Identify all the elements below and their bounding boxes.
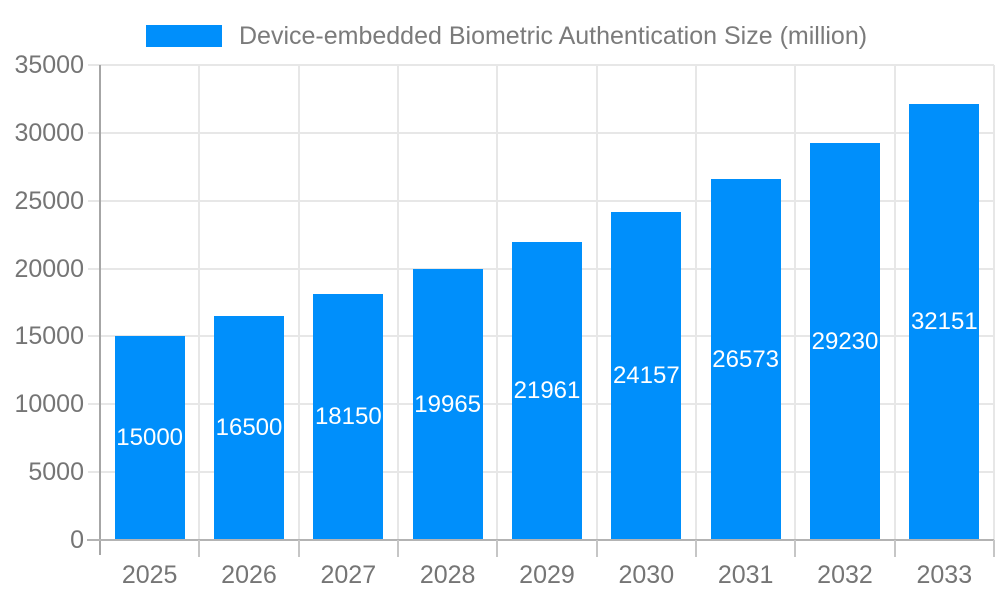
x-tick [794,540,797,557]
x-tick [993,540,995,557]
bar-value-label: 24157 [612,362,680,390]
y-axis-line [99,65,101,555]
bar[interactable]: 19965 [412,269,483,540]
bar[interactable]: 24157 [611,212,682,540]
bar[interactable]: 16500 [214,316,284,540]
y-tick-label: 5000 [28,458,84,487]
x-tick-label: 2033 [916,561,973,589]
v-gridline [794,65,797,540]
bar[interactable]: 29230 [810,143,880,540]
y-tick-label: 30000 [14,118,84,147]
x-tick-label: 2028 [419,561,476,589]
x-tick-label: 2025 [121,561,178,589]
y-tick-label: 35000 [14,51,84,79]
x-tick-label: 2026 [221,561,277,589]
plot-area: 15000 16500 18150 19965 21961 24157 26573 29230… [100,64,995,540]
v-gridline [695,65,697,540]
bar-value-label: 32151 [910,307,978,335]
y-tick [88,335,100,338]
x-tick [198,540,201,557]
v-gridline [595,65,598,540]
bar[interactable]: 18150 [313,293,384,540]
bar[interactable]: 32151 [909,103,980,540]
v-gridline [496,65,499,540]
y-tick [88,64,100,66]
bar[interactable]: 26573 [710,179,781,540]
legend-label: Device-embedded Biometric Authentication… [239,21,868,50]
x-tick-label: 2031 [717,561,774,589]
bar-value-label: 16500 [215,414,283,442]
v-gridline [993,65,995,540]
x-tick [397,540,399,557]
legend-item[interactable]: Device-embedded Biometric Authentication… [146,21,868,50]
x-tick-label: 2029 [519,561,575,589]
y-tick [88,131,100,134]
bar-value-label: 26573 [712,345,780,373]
x-tick-label: 2030 [618,561,675,589]
y-tick-label: 20000 [14,254,84,283]
y-tick-label: 0 [70,526,84,554]
y-tick [88,267,100,270]
x-tick [496,540,499,557]
y-tick [88,199,100,202]
y-tick-label: 25000 [14,186,84,215]
h-gridline [100,131,994,134]
bar-value-label: 19965 [414,390,482,418]
x-tick [297,540,300,557]
v-gridline [198,65,201,540]
x-tick [595,540,598,557]
h-gridline [100,199,994,202]
x-tick [695,540,697,557]
x-tick-label: 2027 [320,561,377,589]
x-axis-line [87,539,994,541]
legend-swatch [146,25,222,47]
v-gridline [397,65,399,540]
bar-value-label: 18150 [314,402,382,430]
v-gridline [893,65,896,540]
bar-value-label: 15000 [116,424,184,452]
y-tick [88,471,100,474]
v-gridline [297,65,300,540]
bar[interactable]: 15000 [114,336,185,540]
bar-value-label: 21961 [513,376,581,404]
y-tick-label: 15000 [14,322,84,351]
bar[interactable]: 21961 [512,241,582,540]
x-tick-label: 2032 [817,561,873,589]
h-gridline [100,64,994,66]
bar-value-label: 29230 [811,327,879,355]
x-tick [893,540,896,557]
y-tick-label: 10000 [14,390,84,419]
y-tick [88,403,100,406]
